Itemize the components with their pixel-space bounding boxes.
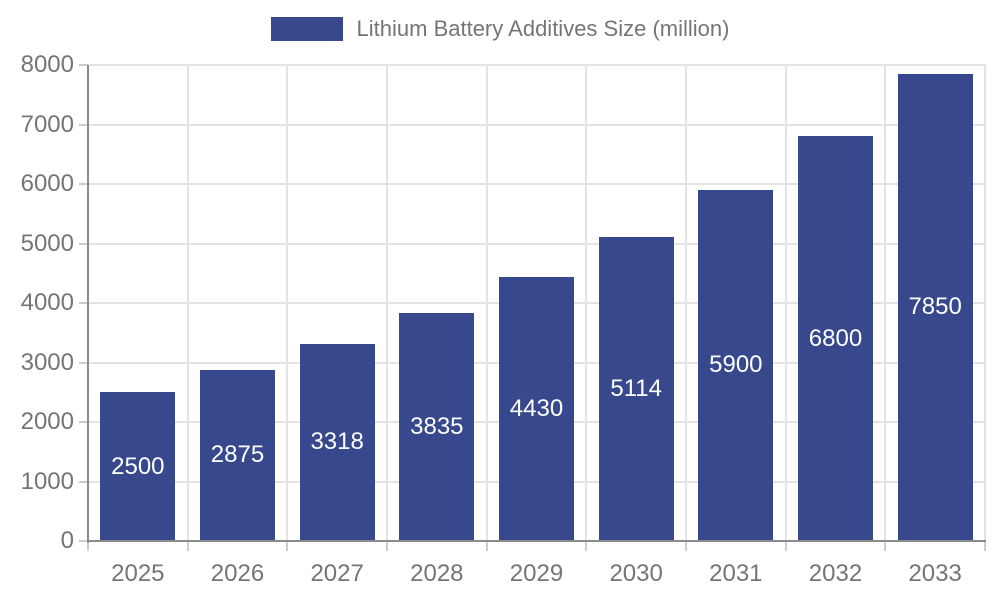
bar-value-label: 5900 (709, 351, 763, 379)
x-axis-tick (685, 542, 687, 551)
legend-swatch (270, 17, 343, 41)
bar[interactable] (598, 236, 674, 541)
bar[interactable] (299, 343, 375, 541)
x-axis-tick (485, 542, 488, 551)
y-tick-label: 0 (60, 527, 74, 554)
x-tick-label: 2026 (210, 560, 265, 587)
y-axis-tick (79, 64, 88, 66)
x-tick-label: 2025 (111, 560, 165, 587)
y-axis-tick (79, 302, 88, 304)
y-axis-tick (79, 421, 88, 423)
y-axis-tick (79, 480, 88, 483)
bar[interactable] (499, 277, 574, 541)
gridline-vertical (585, 65, 588, 541)
y-tick-label: 6000 (20, 170, 74, 197)
bar-value-label: 3835 (410, 412, 464, 440)
x-axis-tick (186, 542, 189, 551)
gridline-horizontal (88, 183, 985, 185)
x-tick-label: 2032 (808, 560, 863, 587)
bar[interactable] (100, 392, 176, 541)
y-tick-label: 2000 (20, 408, 74, 435)
y-axis-line (87, 65, 89, 543)
x-axis-tick (884, 542, 887, 551)
bar-value-label: 6800 (808, 324, 863, 352)
bar[interactable] (698, 189, 774, 541)
bar-value-label: 7850 (908, 293, 962, 321)
bar-value-label: 5114 (610, 374, 662, 402)
bar-value-label: 3318 (310, 428, 364, 456)
x-axis-tick (784, 542, 787, 551)
gridline-vertical (685, 65, 687, 541)
y-tick-label: 3000 (20, 348, 74, 376)
gridline-vertical (186, 65, 189, 541)
x-tick-label: 2031 (709, 560, 763, 587)
gridline-vertical (884, 65, 887, 541)
bar-value-label: 2875 (210, 441, 265, 469)
x-axis-tick (585, 542, 588, 551)
y-axis-tick (79, 361, 88, 364)
bar-value-label: 2500 (111, 452, 165, 480)
x-tick-label: 2030 (609, 560, 663, 587)
bar[interactable] (200, 369, 275, 541)
y-tick-label: 1000 (20, 467, 74, 495)
x-tick-label: 2028 (410, 560, 464, 587)
y-tick-label: 7000 (20, 110, 74, 138)
legend-label: Lithium Battery Additives Size (million) (356, 16, 730, 41)
gridline-horizontal (88, 123, 985, 126)
x-tick-label: 2033 (908, 560, 962, 587)
gridline-vertical (386, 65, 388, 541)
y-tick-label: 5000 (20, 229, 74, 257)
gridline-vertical (784, 65, 787, 541)
y-axis-tick (79, 540, 88, 542)
y-axis-tick (79, 123, 88, 126)
y-tick-label: 8000 (20, 51, 74, 78)
gridline-horizontal (88, 242, 985, 245)
y-tick-label: 4000 (20, 289, 74, 316)
gridline-vertical (485, 65, 488, 541)
x-tick-label: 2027 (310, 560, 364, 587)
legend-item[interactable]: Lithium Battery Additives Size (million) (0, 16, 1000, 42)
bar[interactable] (399, 312, 475, 541)
y-axis-tick (79, 183, 88, 185)
gridline-horizontal (88, 64, 985, 66)
bar[interactable] (798, 136, 873, 541)
gridline-vertical (286, 65, 289, 541)
x-axis-line (87, 540, 986, 542)
bar[interactable] (897, 73, 973, 541)
x-tick-label: 2029 (509, 560, 564, 587)
x-axis-tick (87, 542, 89, 551)
x-axis-tick (286, 542, 289, 551)
bar-value-label: 4430 (509, 395, 564, 423)
x-axis-tick (386, 542, 388, 551)
y-axis-tick (79, 242, 88, 245)
gridline-vertical (984, 65, 986, 541)
x-axis-tick (984, 542, 986, 551)
